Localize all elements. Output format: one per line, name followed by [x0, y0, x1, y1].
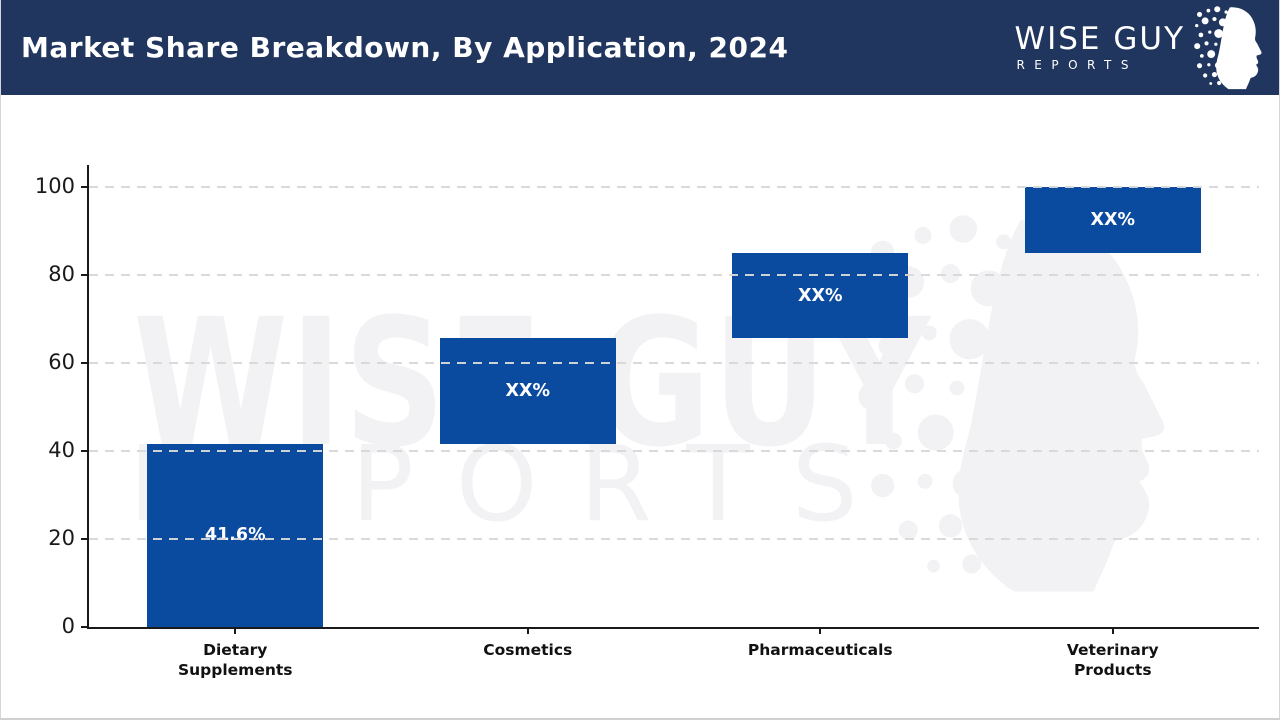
y-tick-label-100: 100 [34, 174, 75, 198]
y-tick-60 [81, 362, 88, 364]
y-tick-label-80: 80 [48, 262, 75, 286]
bar-dietary-supplements: 41.6% [147, 443, 324, 627]
logo-subtext: REPORTS [1016, 58, 1138, 73]
y-tick-label-0: 0 [61, 614, 75, 638]
wiseguy-logo: WISE GUY REPORTS [1014, 5, 1279, 90]
y-tick-label-20: 20 [48, 526, 75, 550]
x-category-label: Veterinary Products [993, 640, 1233, 680]
y-tick-40 [81, 450, 88, 452]
gridline-60 [89, 362, 1259, 364]
x-category-line: Dietary [203, 641, 268, 659]
bar-value-label: XX% [1090, 210, 1136, 230]
x-category-label: Pharmaceuticals [700, 640, 940, 660]
x-category-label: Dietary Supplements [115, 640, 355, 680]
x-category-line: Cosmetics [483, 641, 573, 659]
y-tick-label-60: 60 [48, 350, 75, 374]
bar-pharmaceuticals: XX% [732, 253, 909, 339]
gridline-80 [89, 274, 1259, 276]
bar-cosmetics: XX% [439, 338, 616, 444]
bar-value-label: XX% [505, 381, 551, 402]
logo-text: WISE GUY REPORTS [1014, 23, 1185, 73]
x-category-label: Cosmetics [408, 640, 648, 660]
logo-face-icon [1194, 5, 1262, 89]
bar-value-label: XX% [797, 285, 843, 306]
x-category-line: Products [1073, 661, 1152, 679]
y-tick-20 [81, 538, 88, 540]
x-category-line: Veterinary [1066, 641, 1159, 659]
chart-title: Market Share Breakdown, By Application, … [21, 31, 789, 64]
x-axis-line [87, 627, 1259, 629]
logo-wordmark: WISE GUY [1014, 20, 1185, 57]
gridline-40 [89, 450, 1259, 452]
x-tick-2 [819, 627, 822, 634]
bar-value-label: 41.6% [204, 525, 266, 546]
gridline-100 [89, 186, 1259, 188]
y-tick-label-40: 40 [48, 438, 75, 462]
gridline-20 [89, 538, 1259, 540]
x-tick-3 [1111, 627, 1114, 634]
x-tick-1 [526, 627, 529, 634]
y-tick-80 [81, 274, 88, 276]
x-category-line: Supplements [177, 661, 293, 679]
x-tick-0 [234, 627, 237, 634]
y-axis-line [87, 165, 89, 629]
y-tick-0 [81, 626, 88, 628]
header-banner: Market Share Breakdown, By Application, … [1, 0, 1279, 95]
x-category-line: Pharmaceuticals [747, 641, 893, 659]
bar-veterinary-products: XX% [1024, 187, 1201, 253]
y-tick-100 [81, 186, 88, 188]
